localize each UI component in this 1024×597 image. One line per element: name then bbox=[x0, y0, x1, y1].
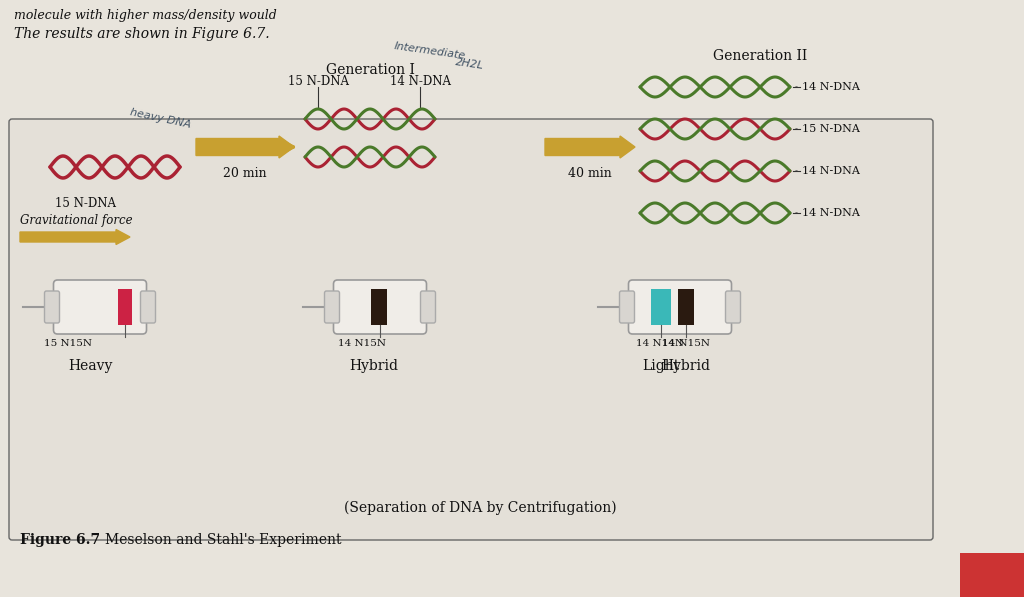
Text: 15 N15N: 15 N15N bbox=[44, 339, 92, 348]
Bar bbox=[371, 289, 386, 325]
FancyArrow shape bbox=[196, 136, 294, 158]
FancyBboxPatch shape bbox=[44, 291, 59, 323]
Text: 14 N-DNA: 14 N-DNA bbox=[802, 208, 860, 218]
Text: 14 N-DNA: 14 N-DNA bbox=[389, 75, 451, 88]
Text: 14 N15N: 14 N15N bbox=[662, 339, 710, 348]
Text: 2H2L: 2H2L bbox=[455, 57, 485, 71]
Bar bbox=[678, 289, 693, 325]
Text: The results are shown in Figure 6.7.: The results are shown in Figure 6.7. bbox=[14, 27, 269, 41]
Text: 14 N-DNA: 14 N-DNA bbox=[802, 82, 860, 92]
FancyBboxPatch shape bbox=[9, 119, 933, 540]
Text: 15 N-DNA: 15 N-DNA bbox=[802, 124, 860, 134]
Text: molecule with higher mass/density would: molecule with higher mass/density would bbox=[14, 9, 276, 22]
Text: Hybrid: Hybrid bbox=[662, 359, 710, 373]
Bar bbox=[118, 289, 131, 325]
FancyArrow shape bbox=[20, 229, 130, 245]
Text: Light: Light bbox=[642, 359, 679, 373]
FancyBboxPatch shape bbox=[725, 291, 740, 323]
Text: Figure 6.7: Figure 6.7 bbox=[20, 533, 100, 547]
Text: 14 N-DNA: 14 N-DNA bbox=[802, 166, 860, 176]
Text: Intermediate: Intermediate bbox=[393, 41, 467, 61]
FancyBboxPatch shape bbox=[140, 291, 156, 323]
FancyArrow shape bbox=[545, 136, 635, 158]
Text: Gravitational force: Gravitational force bbox=[20, 214, 133, 227]
FancyBboxPatch shape bbox=[325, 291, 340, 323]
Text: 105: 105 bbox=[975, 567, 1010, 583]
Text: Generation II: Generation II bbox=[713, 49, 807, 63]
Bar bbox=[961, 553, 1024, 597]
FancyBboxPatch shape bbox=[421, 291, 435, 323]
FancyBboxPatch shape bbox=[620, 291, 635, 323]
Text: 20 min: 20 min bbox=[223, 167, 267, 180]
Text: Generation I: Generation I bbox=[326, 63, 415, 77]
Bar bbox=[650, 289, 671, 325]
FancyBboxPatch shape bbox=[334, 280, 427, 334]
FancyBboxPatch shape bbox=[53, 280, 146, 334]
Text: heavy DNA: heavy DNA bbox=[129, 107, 191, 130]
Text: 14 N15N: 14 N15N bbox=[338, 339, 386, 348]
Text: 14 N14N: 14 N14N bbox=[637, 339, 684, 348]
Text: Hybrid: Hybrid bbox=[349, 359, 398, 373]
Text: Heavy: Heavy bbox=[68, 359, 113, 373]
FancyBboxPatch shape bbox=[629, 280, 731, 334]
Text: (Separation of DNA by Centrifugation): (Separation of DNA by Centrifugation) bbox=[344, 501, 616, 515]
Text: 40 min: 40 min bbox=[568, 167, 612, 180]
Text: Meselson and Stahl's Experiment: Meselson and Stahl's Experiment bbox=[105, 533, 341, 547]
Text: 15 N-DNA: 15 N-DNA bbox=[288, 75, 348, 88]
Text: 15 N-DNA: 15 N-DNA bbox=[55, 197, 116, 210]
